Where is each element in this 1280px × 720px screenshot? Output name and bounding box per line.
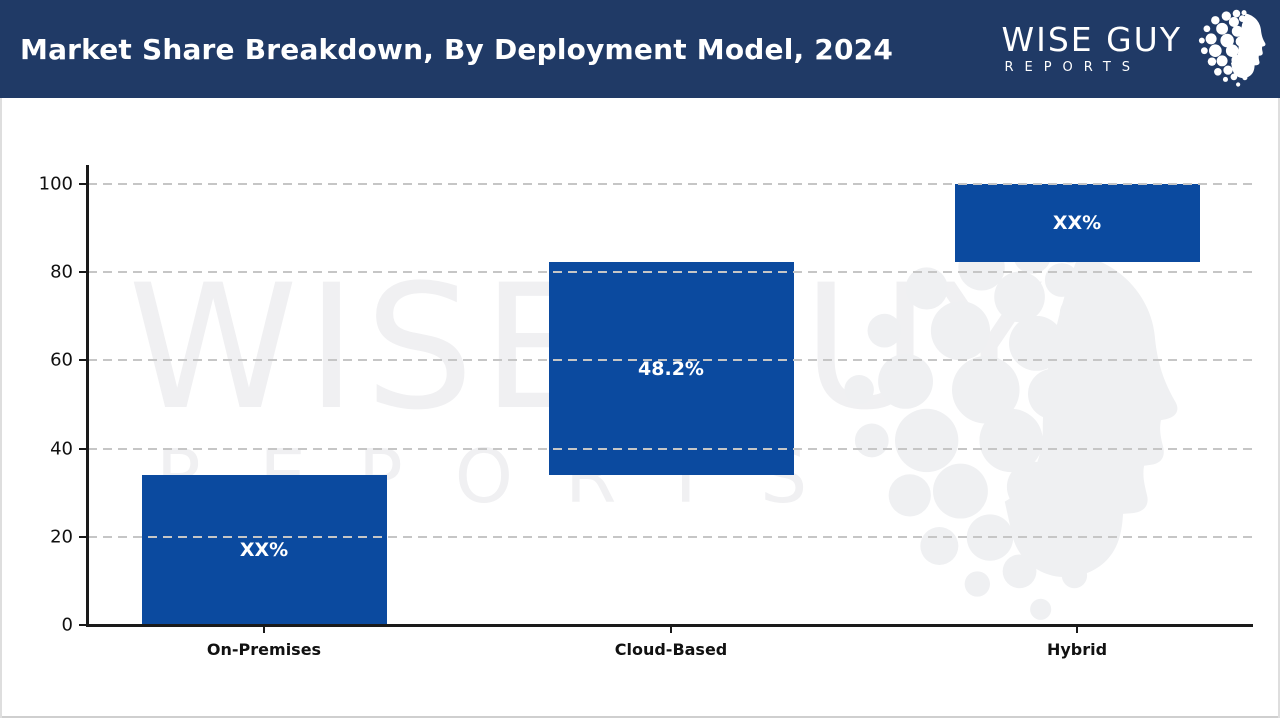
page-title: Market Share Breakdown, By Deployment Mo… bbox=[20, 32, 894, 66]
y-axis bbox=[86, 165, 89, 627]
bar-value-label: 48.2% bbox=[638, 357, 704, 380]
gridline-y20 bbox=[88, 535, 1253, 538]
gridline-y80 bbox=[88, 271, 1253, 274]
category-label: Hybrid bbox=[1046, 640, 1108, 659]
y-tick bbox=[79, 183, 88, 185]
y-tick bbox=[79, 359, 88, 362]
y-tick bbox=[79, 447, 88, 450]
x-axis bbox=[86, 624, 1253, 627]
brand-subname: REPORTS bbox=[1004, 60, 1142, 76]
gridline-y40 bbox=[88, 447, 1253, 450]
bar-value-label: XX% bbox=[1052, 212, 1102, 235]
page-left-border bbox=[0, 98, 2, 718]
y-tick-label: 20 bbox=[50, 526, 73, 548]
category-label: On-Premises bbox=[206, 640, 322, 659]
y-tick bbox=[79, 535, 88, 538]
brand-text: WISE GUY REPORTS bbox=[1001, 19, 1182, 76]
y-tick-label: 100 bbox=[38, 173, 73, 195]
y-tick bbox=[79, 271, 88, 274]
x-tick bbox=[263, 625, 265, 633]
y-tick-label: 40 bbox=[50, 438, 73, 460]
bar-value-label: XX% bbox=[239, 539, 289, 562]
page-right-border bbox=[1278, 98, 1280, 718]
header-bar: Market Share Breakdown, By Deployment Mo… bbox=[0, 0, 1280, 98]
brand-logo: WISE GUY REPORTS bbox=[1001, 7, 1266, 91]
bar-segment-cloud-based bbox=[548, 262, 794, 476]
y-tick-label: 0 bbox=[61, 614, 73, 636]
y-tick-label: 80 bbox=[50, 261, 73, 283]
wiseguy-head-icon bbox=[1190, 8, 1266, 90]
y-tick-label: 60 bbox=[50, 349, 73, 371]
x-tick bbox=[670, 625, 672, 633]
brand-name: WISE GUY bbox=[1001, 19, 1182, 59]
y-tick bbox=[79, 624, 88, 626]
category-label: Cloud-Based bbox=[614, 640, 728, 659]
page-bottom-border bbox=[0, 716, 1280, 718]
gridline-y100 bbox=[88, 183, 1253, 185]
bar-segment-on-premises bbox=[141, 475, 387, 625]
watermark-head-icon bbox=[800, 228, 1180, 636]
gridline-y60 bbox=[88, 359, 1253, 362]
x-tick bbox=[1076, 625, 1078, 633]
